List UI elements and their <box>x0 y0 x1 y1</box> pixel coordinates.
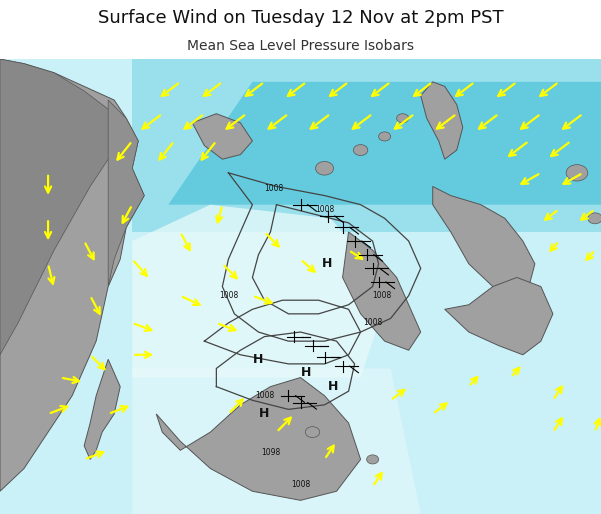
Circle shape <box>353 144 368 156</box>
Polygon shape <box>132 205 391 377</box>
Polygon shape <box>84 359 120 460</box>
Polygon shape <box>421 82 463 159</box>
Text: H: H <box>301 366 312 379</box>
Polygon shape <box>0 59 601 514</box>
Polygon shape <box>343 232 421 350</box>
Text: H: H <box>328 380 339 393</box>
Text: H: H <box>322 258 333 270</box>
Text: 1008: 1008 <box>315 205 334 214</box>
Polygon shape <box>168 82 601 205</box>
Circle shape <box>379 132 391 141</box>
Text: 1008: 1008 <box>219 291 238 300</box>
Polygon shape <box>0 59 120 355</box>
Polygon shape <box>132 369 421 514</box>
Text: H: H <box>259 408 270 420</box>
Circle shape <box>316 161 334 175</box>
Circle shape <box>588 213 601 224</box>
Polygon shape <box>156 377 361 500</box>
Circle shape <box>397 114 409 123</box>
Polygon shape <box>132 59 601 232</box>
Polygon shape <box>108 100 144 287</box>
Text: Mean Sea Level Pressure Isobars: Mean Sea Level Pressure Isobars <box>187 39 414 53</box>
Polygon shape <box>433 187 535 300</box>
Text: 1008: 1008 <box>363 319 382 327</box>
Polygon shape <box>192 114 252 159</box>
Text: 1008: 1008 <box>372 291 391 300</box>
Text: 1008: 1008 <box>291 480 310 489</box>
Text: 1098: 1098 <box>261 448 280 457</box>
Text: Surface Wind on Tuesday 12 Nov at 2pm PST: Surface Wind on Tuesday 12 Nov at 2pm PS… <box>98 9 503 27</box>
Text: 1008: 1008 <box>264 184 283 193</box>
Circle shape <box>305 427 320 437</box>
Text: H: H <box>253 353 264 366</box>
Polygon shape <box>0 59 144 491</box>
Circle shape <box>367 455 379 464</box>
Circle shape <box>566 164 588 181</box>
Polygon shape <box>445 278 553 355</box>
Text: 1008: 1008 <box>255 391 274 400</box>
